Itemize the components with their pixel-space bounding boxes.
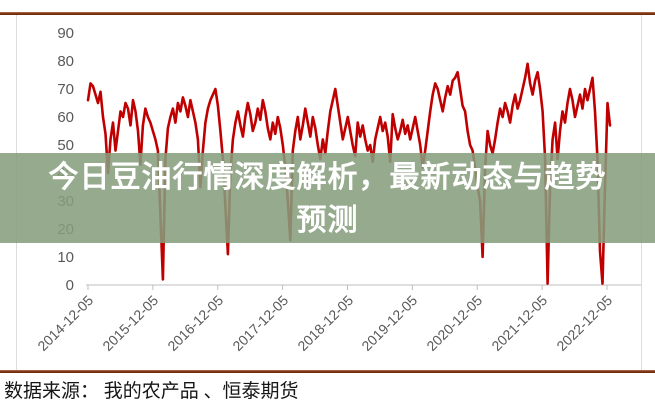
y-tick-label: 90 bbox=[57, 25, 74, 42]
top-divider bbox=[0, 12, 655, 15]
x-axis-ticks bbox=[87, 285, 608, 290]
y-tick-label: 0 bbox=[65, 277, 74, 294]
y-tick-label: 50 bbox=[57, 137, 74, 154]
y-tick-label: 10 bbox=[57, 249, 74, 266]
page-title: 今日豆油行情深度解析，最新动态与趋势 预测 bbox=[48, 161, 607, 237]
y-tick-label: 60 bbox=[57, 109, 74, 126]
title-banner: 今日豆油行情深度解析，最新动态与趋势 预测 bbox=[0, 153, 655, 243]
y-tick-label: 80 bbox=[57, 53, 74, 70]
y-tick-label: 70 bbox=[57, 81, 74, 98]
bottom-divider bbox=[0, 370, 655, 373]
data-source-text: 数据来源： 我的农产品 、恒泰期货 bbox=[4, 381, 299, 400]
